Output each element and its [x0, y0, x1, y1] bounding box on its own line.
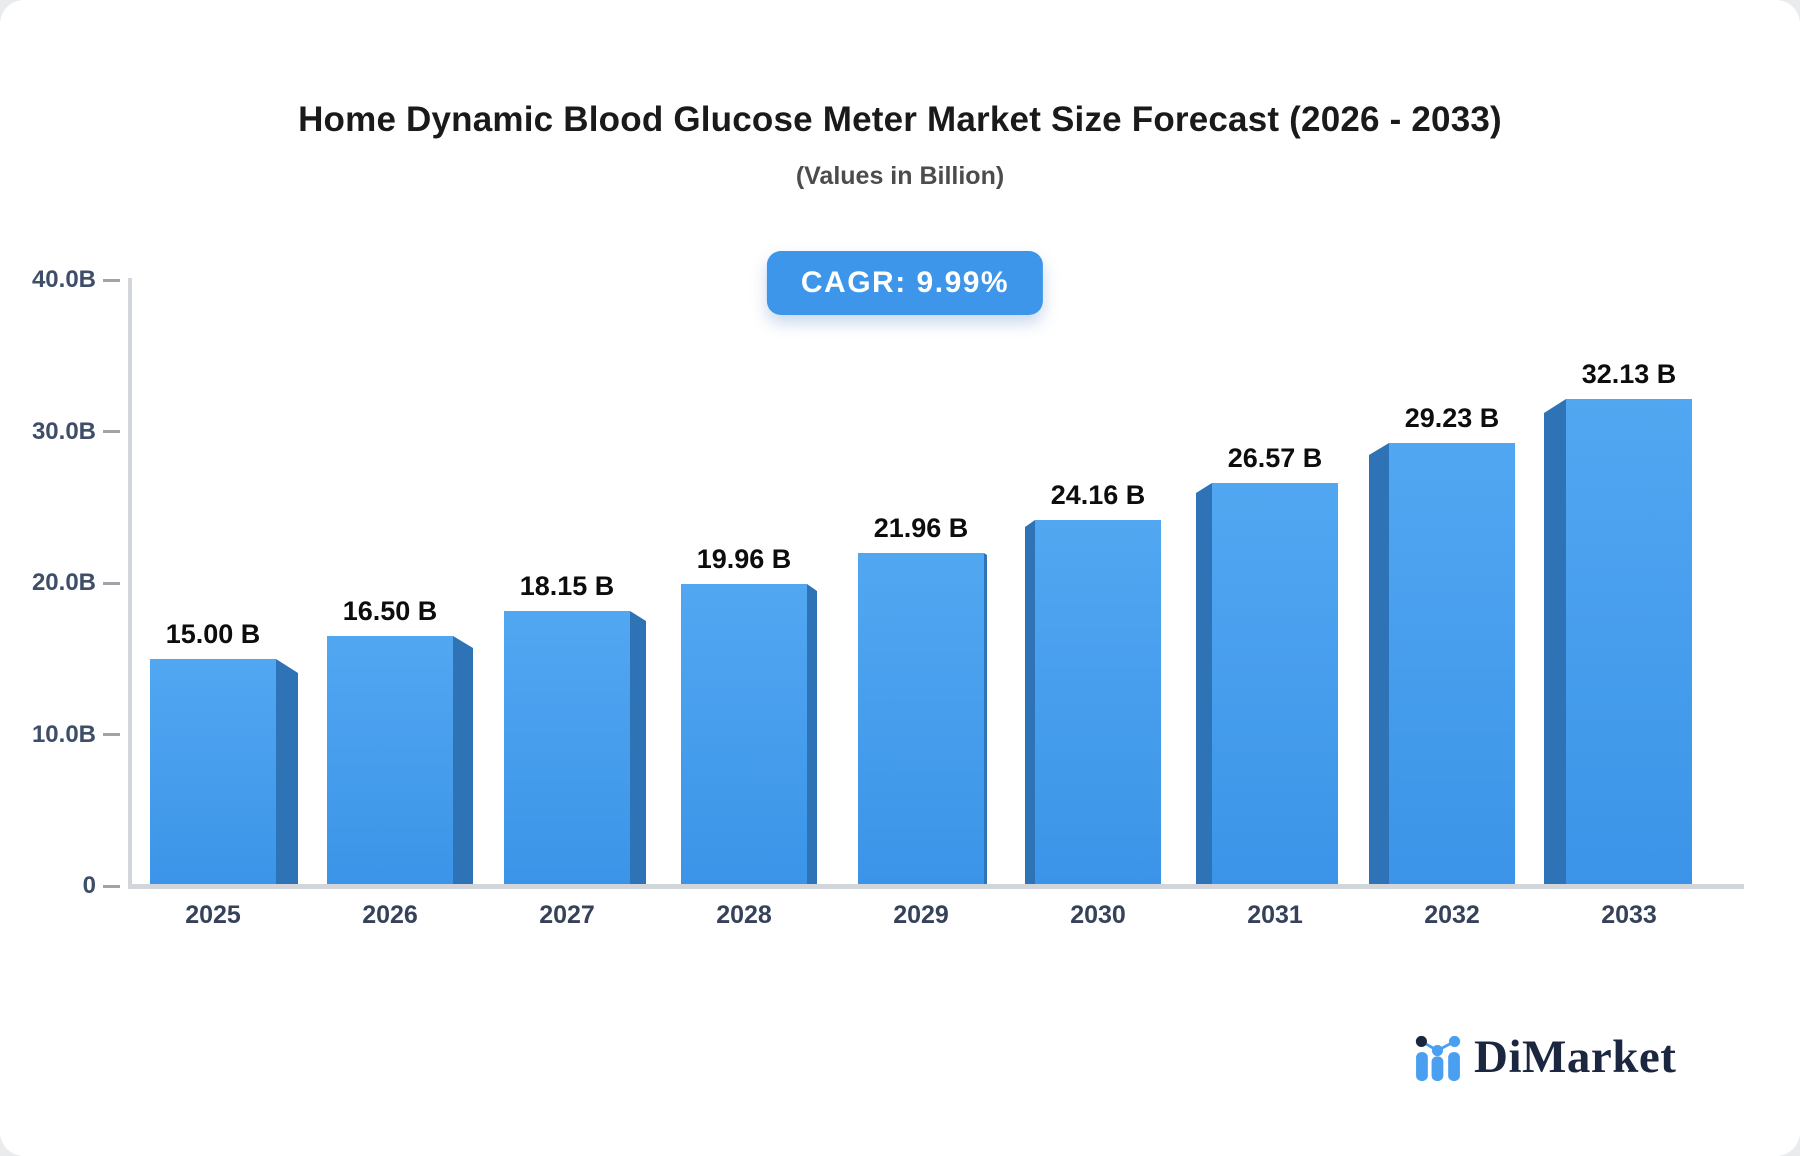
chart-title: Home Dynamic Blood Glucose Meter Market …	[298, 100, 1502, 139]
y-axis-tick	[103, 278, 120, 282]
bar-side	[453, 636, 473, 888]
bar-face	[1566, 399, 1692, 888]
bar-value-label: 29.23 B	[1404, 403, 1500, 433]
brand-logo: DiMarket	[1415, 1034, 1676, 1081]
bar-value-label: 32.13 B	[1581, 359, 1677, 389]
bar-face	[1389, 443, 1515, 888]
bar-face	[858, 553, 984, 888]
y-axis-tick	[103, 884, 120, 888]
bar-side	[984, 553, 987, 888]
brand-name: DiMarket	[1474, 1031, 1677, 1083]
x-axis-label: 2029	[893, 901, 949, 929]
x-axis-label: 2028	[716, 901, 772, 929]
cagr-badge: CAGR: 9.99%	[766, 251, 1044, 315]
bar-value-label: 18.15 B	[519, 571, 615, 601]
x-axis-label: 2030	[1070, 901, 1126, 929]
bar-value-label: 21.96 B	[873, 513, 969, 543]
bar-value-label: 26.57 B	[1227, 443, 1323, 473]
bar-side	[1369, 443, 1389, 888]
bar-side	[1544, 399, 1566, 888]
x-axis-label: 2025	[185, 901, 241, 929]
x-axis-label: 2033	[1601, 901, 1657, 929]
bar-face	[504, 611, 630, 888]
y-axis-label: 40.0B	[31, 266, 96, 293]
bar-side	[630, 611, 646, 888]
bar-face	[327, 636, 453, 888]
bar-side	[807, 584, 817, 888]
bar-face	[1212, 483, 1338, 888]
bar-value-label: 19.96 B	[696, 544, 792, 574]
bar-side	[1196, 483, 1212, 888]
bar-side	[276, 659, 298, 888]
bar-face	[150, 659, 276, 888]
y-axis-label: 20.0B	[31, 569, 96, 596]
bar-side	[1025, 520, 1035, 888]
y-axis-label: 0	[82, 872, 96, 899]
bar-value-label: 15.00 B	[165, 619, 261, 649]
x-axis-label: 2027	[539, 901, 595, 929]
y-axis-label: 10.0B	[31, 720, 96, 748]
x-axis-label: 2031	[1247, 901, 1303, 929]
x-axis-label: 2026	[362, 901, 418, 929]
y-axis-tick	[103, 581, 120, 585]
bar-face	[1035, 520, 1161, 888]
y-axis-line	[128, 278, 132, 888]
dimarket-mini-bar-chart-icon	[1415, 1035, 1461, 1081]
chart-subtitle: (Values in Billion)	[795, 162, 1005, 190]
y-axis-tick	[103, 430, 120, 433]
x-axis-line	[128, 884, 1744, 889]
y-axis-tick	[103, 733, 120, 736]
bar-face	[681, 584, 807, 888]
x-axis-label: 2032	[1424, 901, 1480, 929]
bar-value-label: 24.16 B	[1050, 480, 1146, 510]
bar-value-label: 16.50 B	[342, 596, 438, 626]
y-axis-label: 30.0B	[31, 417, 96, 445]
